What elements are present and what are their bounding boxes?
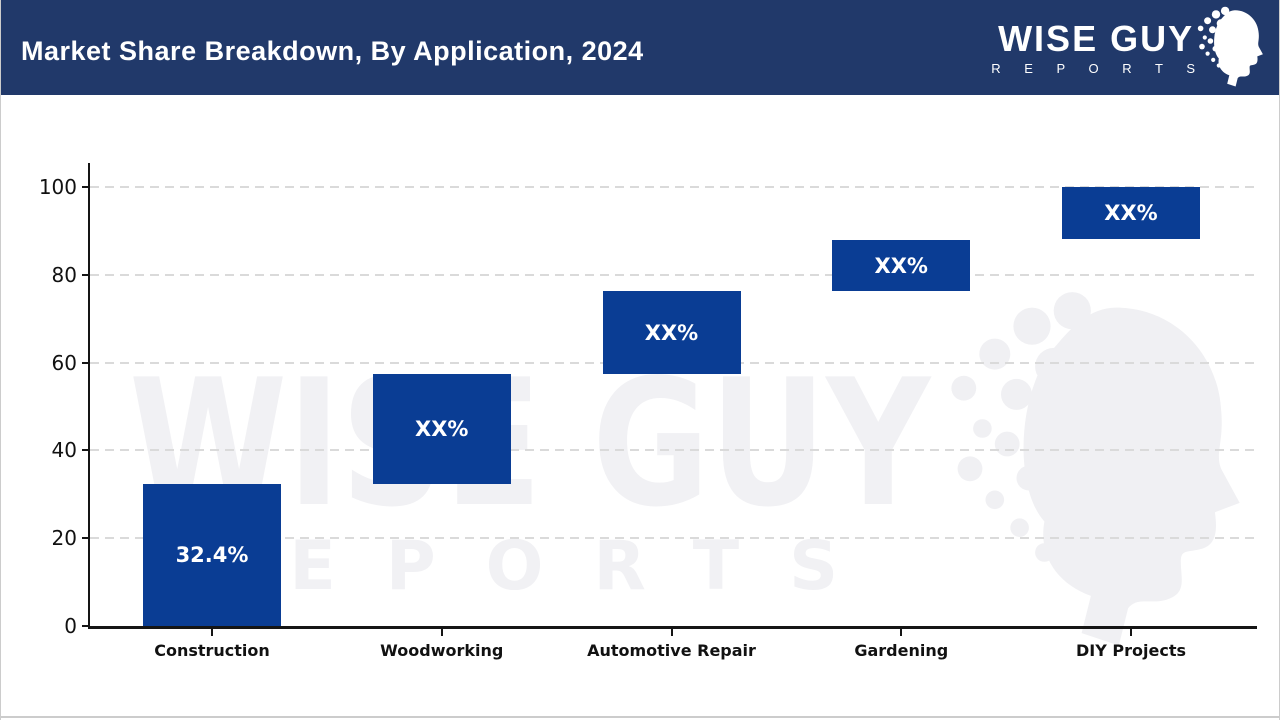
- bar-value-label: XX%: [874, 253, 928, 278]
- category-label-3: Gardening: [854, 641, 949, 660]
- brand-name: WISE GUY: [998, 17, 1195, 59]
- category-label-4: DIY Projects: [1076, 641, 1186, 660]
- y-tick-label-20: 20: [51, 526, 77, 551]
- y-tick-label-40: 40: [51, 438, 77, 463]
- y-tick-label-80: 80: [51, 262, 77, 287]
- y-tick-20: [82, 537, 89, 540]
- gridline-40: [90, 449, 1257, 452]
- y-tick-label-100: 100: [38, 175, 77, 199]
- bar-construction[interactable]: 32.4%: [143, 483, 281, 626]
- bar-diy-projects[interactable]: XX%: [1062, 187, 1200, 239]
- brand-logo-text: WISE GUY R E P O R T S: [987, 17, 1205, 76]
- x-axis-line: [88, 626, 1257, 629]
- bar-value-label: XX%: [644, 320, 699, 345]
- x-tick-4: [1130, 629, 1132, 636]
- category-label-2: Automotive Repair: [587, 641, 756, 660]
- brand-subtitle: R E P O R T S: [991, 60, 1205, 76]
- y-tick-100: [82, 186, 89, 188]
- header-bar: Market Share Breakdown, By Application, …: [1, 0, 1279, 95]
- x-tick-2: [670, 629, 673, 636]
- x-tick-1: [440, 629, 443, 636]
- bottom-border: [1, 716, 1279, 718]
- category-label-1: Woodworking: [380, 641, 504, 660]
- y-tick-label-60: 60: [51, 350, 77, 375]
- gridline-80: [90, 273, 1257, 276]
- chart-title: Market Share Breakdown, By Application, …: [21, 36, 644, 66]
- gridline-100: [90, 186, 1257, 188]
- y-tick-40: [82, 449, 89, 452]
- brand-logo: WISE GUY R E P O R T S: [987, 6, 1269, 90]
- y-tick-0: [82, 625, 89, 627]
- y-tick-80: [82, 273, 89, 276]
- y-tick-label-0: 0: [64, 614, 77, 638]
- bar-gardening[interactable]: XX%: [832, 239, 971, 292]
- y-tick-60: [82, 361, 89, 364]
- gridline-20: [90, 537, 1257, 540]
- bar-automotive-repair[interactable]: XX%: [602, 291, 741, 375]
- x-tick-0: [211, 629, 213, 636]
- category-label-0: Construction: [154, 641, 270, 660]
- x-tick-3: [900, 629, 903, 636]
- y-axis-line: [88, 163, 90, 629]
- bar-value-label: XX%: [1104, 200, 1158, 225]
- bar-value-label: 32.4%: [175, 542, 249, 567]
- bar-woodworking[interactable]: XX%: [372, 374, 511, 484]
- bar-value-label: XX%: [415, 416, 469, 441]
